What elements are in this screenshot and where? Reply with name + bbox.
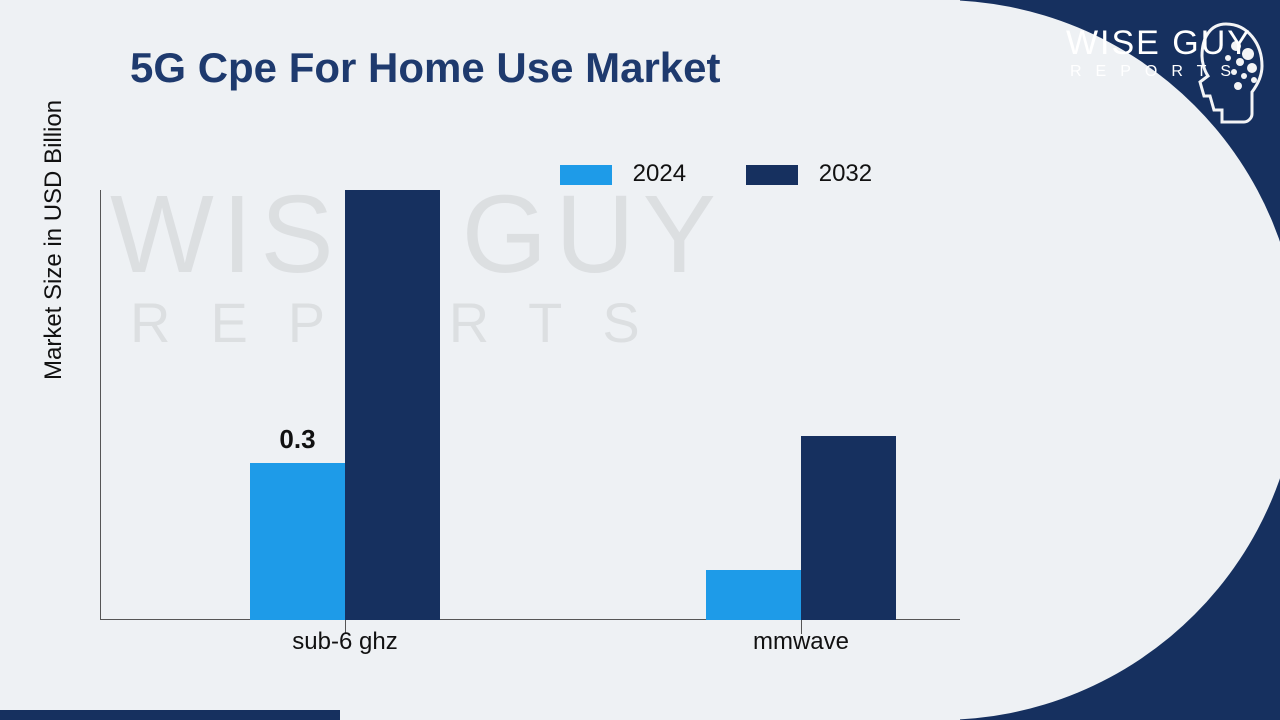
brand-head-icon [1178, 18, 1268, 128]
bar [250, 463, 345, 620]
chart-title: 5G Cpe For Home Use Market [130, 44, 721, 92]
legend-item-2024: 2024 [560, 160, 686, 188]
legend-swatch-2024 [560, 165, 612, 185]
plot-area: 0.3 [100, 190, 960, 620]
x-label: mmwave [753, 628, 849, 656]
bar [345, 190, 440, 620]
accent-bottom-bar [0, 710, 340, 720]
legend-label-2024: 2024 [633, 160, 686, 187]
legend-label-2032: 2032 [819, 160, 872, 187]
legend: 2024 2032 [560, 160, 872, 188]
legend-swatch-2032 [746, 165, 798, 185]
bar [801, 436, 896, 620]
x-label: sub-6 ghz [292, 628, 397, 656]
chart-card: WISE GUY REPORTS 5G Cpe For Home Use Mar… [0, 0, 1280, 720]
y-axis [100, 190, 101, 620]
bar-value-label: 0.3 [279, 424, 315, 455]
bar [706, 570, 801, 620]
legend-item-2032: 2032 [746, 160, 872, 188]
y-axis-label: Market Size in USD Billion [40, 100, 68, 380]
chart-area: 0.3 sub-6 ghz mmwave [100, 190, 960, 660]
